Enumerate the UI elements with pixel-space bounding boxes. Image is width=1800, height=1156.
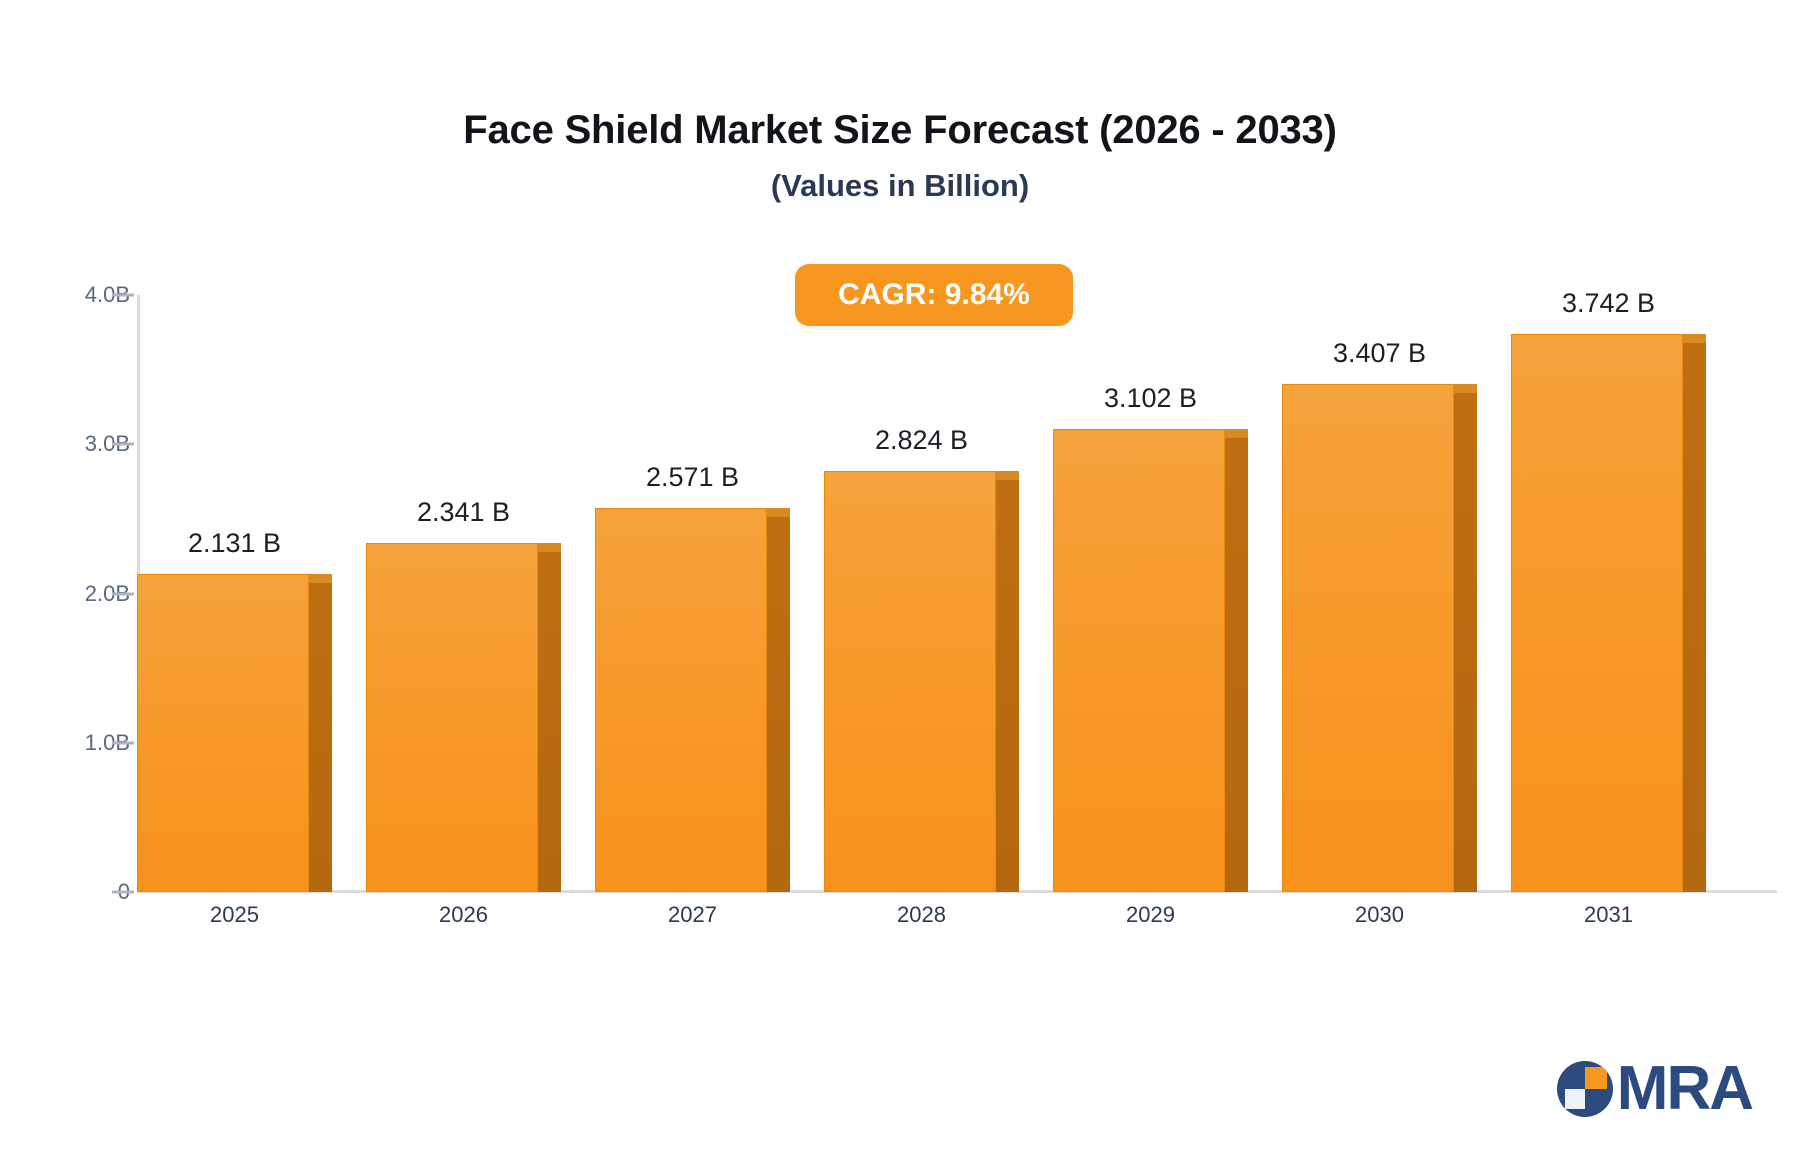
bar-top-face xyxy=(538,542,561,552)
bar xyxy=(1511,333,1706,892)
y-tick-mark xyxy=(112,592,134,595)
x-tick-label: 2027 xyxy=(668,902,717,927)
bar-value-label: 3.102 B xyxy=(1103,383,1198,414)
y-tick-mark xyxy=(112,890,134,894)
bar-front-face xyxy=(1053,429,1225,892)
bar-front-face xyxy=(1511,333,1683,892)
y-tick-mark xyxy=(112,293,134,297)
bar-side-face xyxy=(1683,342,1706,892)
bar-top-face xyxy=(1225,429,1248,439)
bar xyxy=(1282,383,1477,892)
x-tick-label: 2030 xyxy=(1355,902,1404,927)
bar-value-label: 2.341 B xyxy=(416,496,511,527)
x-tick-label: 2029 xyxy=(1126,902,1175,927)
plot-area xyxy=(137,295,1777,892)
x-tick-label: 2031 xyxy=(1584,902,1633,927)
bar-side-face xyxy=(1225,438,1248,892)
bar-top-face xyxy=(1454,383,1477,393)
bar xyxy=(1053,429,1248,892)
y-tick-mark xyxy=(112,741,134,745)
y-tick-label: 4.0B xyxy=(84,282,130,307)
y-tick-mark xyxy=(112,442,134,446)
bar xyxy=(595,508,790,892)
y-tick-label: 3.0B xyxy=(84,431,130,457)
y-tick-label: 2.0B xyxy=(84,580,130,606)
x-tick-label: 2025 xyxy=(210,902,259,927)
bar-front-face xyxy=(1282,383,1454,892)
bar-value-label: 3.742 B xyxy=(1561,287,1656,318)
bar-top-face xyxy=(767,508,790,518)
bar-side-face xyxy=(1454,392,1477,892)
logo-text: MRA xyxy=(1616,1054,1754,1123)
cagr-badge-label: CAGR: 9.84% xyxy=(838,278,1030,311)
bar-side-face xyxy=(309,582,332,892)
chart-title: Face Shield Market Size Forecast (2026 -… xyxy=(463,108,1337,152)
bar-value-label: 2.131 B xyxy=(187,527,282,558)
bar-side-face xyxy=(767,517,790,892)
bar-top-face xyxy=(1683,333,1706,343)
bar-top-face xyxy=(996,470,1019,480)
bar-front-face xyxy=(595,508,767,892)
bar-value-label: 3.407 B xyxy=(1332,337,1427,368)
pie-chart-mark-icon xyxy=(1556,1061,1613,1117)
bar-value-label: 2.824 B xyxy=(874,424,969,455)
bar-side-face xyxy=(538,551,561,892)
cagr-badge: CAGR: 9.84% xyxy=(795,264,1073,326)
bar-front-face xyxy=(366,542,538,892)
y-tick-label: 1.0B xyxy=(84,729,130,755)
chart-subtitle: (Values in Billion) xyxy=(770,168,1030,203)
mra-logo: MRA xyxy=(1556,1054,1754,1123)
bar xyxy=(366,542,561,892)
x-tick-label: 2026 xyxy=(439,902,488,927)
bar xyxy=(824,470,1019,892)
bar-side-face xyxy=(996,479,1019,892)
x-tick-label: 2028 xyxy=(897,902,946,927)
y-tick-label: 0 xyxy=(0,879,130,905)
bar-top-face xyxy=(309,573,332,583)
bar xyxy=(137,573,332,892)
bar-value-label: 2.571 B xyxy=(645,462,740,493)
bar-front-face xyxy=(824,470,996,892)
bar-front-face xyxy=(137,573,309,892)
